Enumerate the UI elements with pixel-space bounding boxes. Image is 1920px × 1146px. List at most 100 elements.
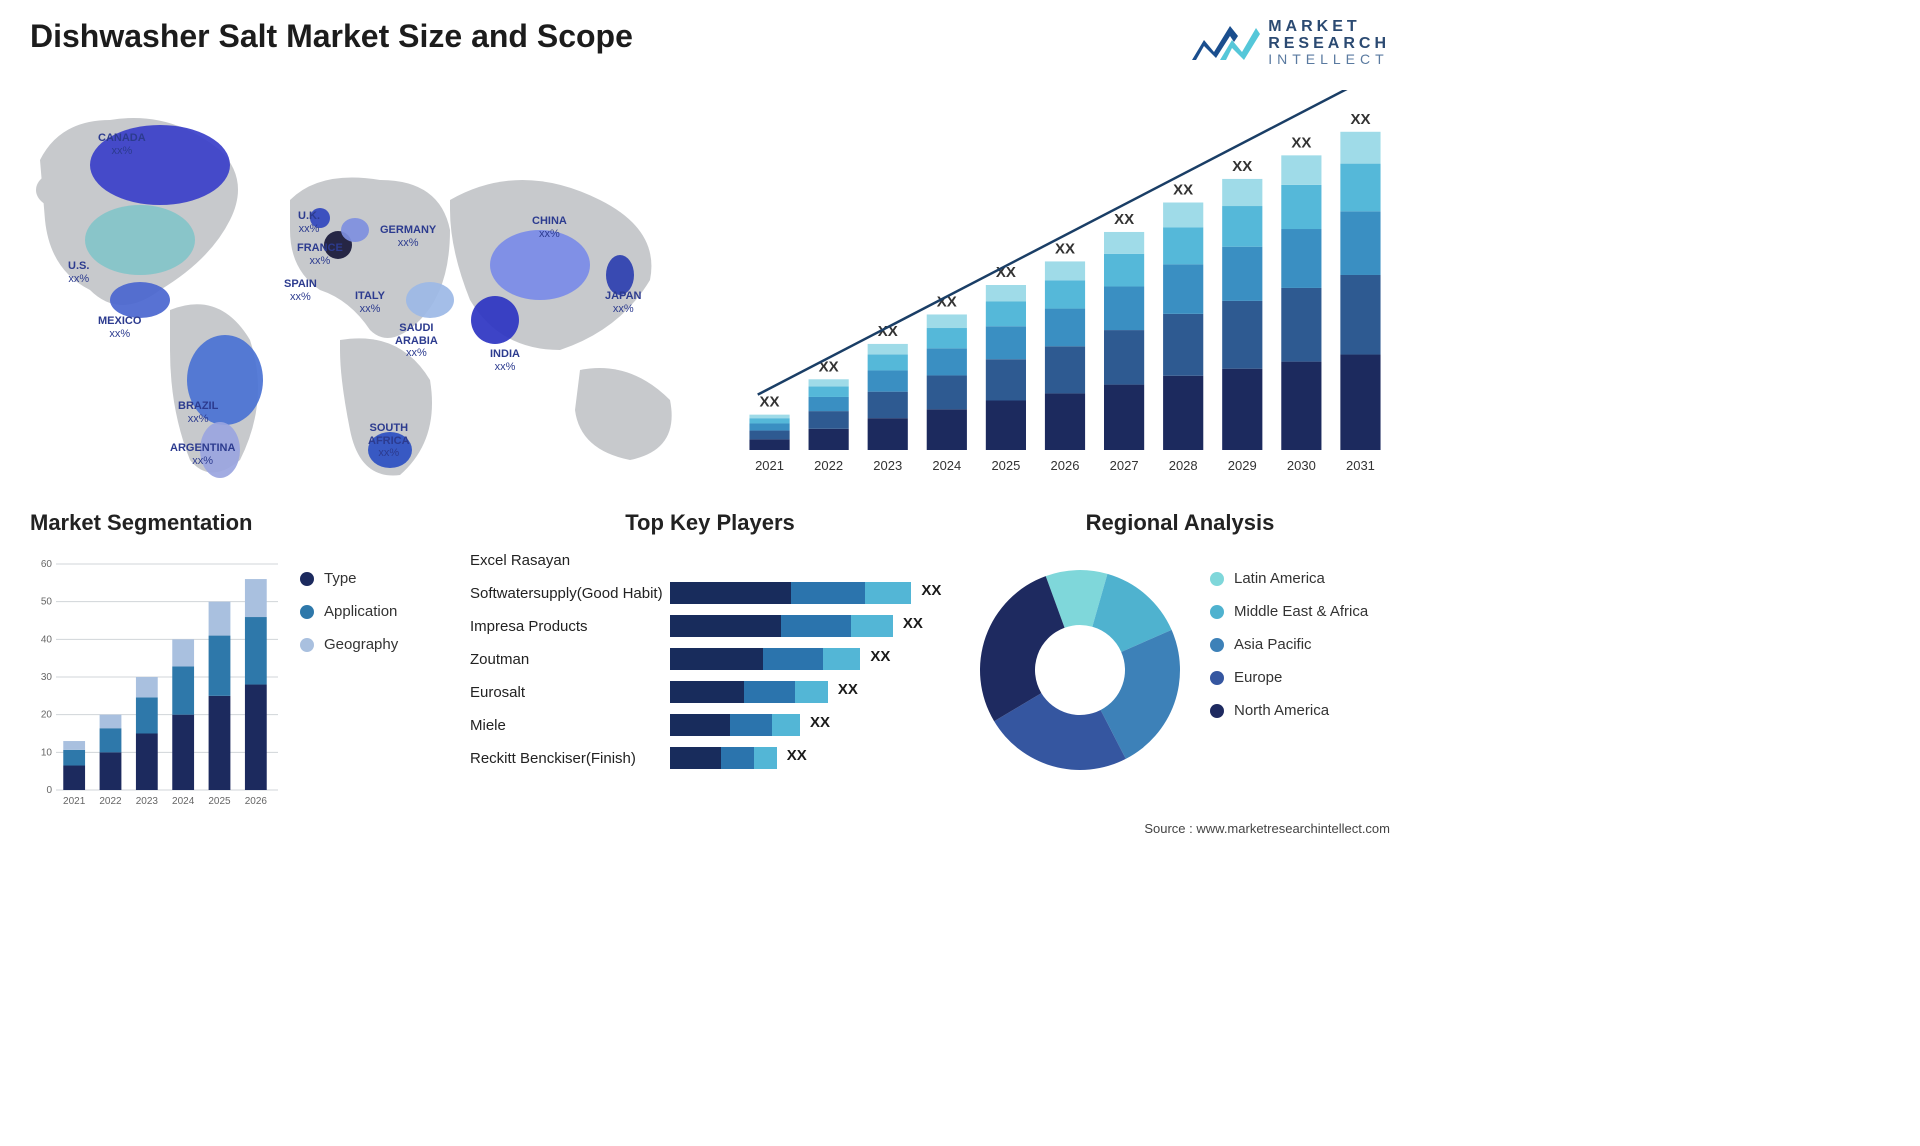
svg-text:2023: 2023 bbox=[136, 796, 159, 807]
legend-dot-icon bbox=[300, 638, 314, 652]
svg-text:2025: 2025 bbox=[208, 796, 231, 807]
svg-text:60: 60 bbox=[41, 559, 53, 570]
player-value: XX bbox=[870, 648, 890, 665]
growth-bar-chart: 2021XX2022XX2023XX2024XX2025XX2026XX2027… bbox=[740, 90, 1390, 490]
svg-text:2030: 2030 bbox=[1287, 458, 1316, 473]
svg-text:2022: 2022 bbox=[814, 458, 843, 473]
legend-dot-icon bbox=[1210, 638, 1224, 652]
market-segmentation: Market Segmentation 0 10 20 30 40 50 60 2021 202… bbox=[30, 510, 440, 820]
svg-text:2024: 2024 bbox=[172, 796, 195, 807]
map-label: SAUDIARABIAxx% bbox=[395, 322, 438, 360]
map-label: ARGENTINAxx% bbox=[170, 442, 235, 467]
logo-text-3: INTELLECT bbox=[1268, 52, 1390, 67]
svg-text:2029: 2029 bbox=[1228, 458, 1257, 473]
svg-text:XX: XX bbox=[1055, 240, 1075, 257]
svg-text:2026: 2026 bbox=[1051, 458, 1080, 473]
svg-text:2025: 2025 bbox=[991, 458, 1020, 473]
svg-text:2026: 2026 bbox=[245, 796, 268, 807]
regional-legend-item: Europe bbox=[1210, 669, 1368, 686]
player-row: Softwatersupply(Good Habit) XX bbox=[470, 577, 950, 609]
page-title: Dishwasher Salt Market Size and Scope bbox=[30, 18, 1390, 55]
player-row: Reckitt Benckiser(Finish) XX bbox=[470, 742, 950, 774]
legend-dot-icon bbox=[300, 605, 314, 619]
legend-label: North America bbox=[1234, 702, 1329, 719]
player-row: Excel Rasayan bbox=[470, 544, 950, 576]
player-bar: XX bbox=[670, 582, 950, 604]
segmentation-title: Market Segmentation bbox=[30, 510, 440, 536]
legend-label: Asia Pacific bbox=[1234, 636, 1312, 653]
map-label: ITALYxx% bbox=[355, 290, 385, 315]
segmentation-legend-item: Type bbox=[300, 570, 398, 587]
player-value: XX bbox=[787, 747, 807, 764]
player-name: Miele bbox=[470, 717, 670, 734]
map-label: INDIAxx% bbox=[490, 348, 520, 373]
map-label: JAPANxx% bbox=[605, 290, 641, 315]
player-value: XX bbox=[921, 582, 941, 599]
top-key-players: Top Key Players Excel RasayanSoftwatersu… bbox=[470, 510, 950, 820]
legend-dot-icon bbox=[1210, 671, 1224, 685]
legend-label: Application bbox=[324, 603, 397, 620]
player-name: Excel Rasayan bbox=[470, 552, 670, 569]
player-value: XX bbox=[810, 714, 830, 731]
map-label: MEXICOxx% bbox=[98, 315, 141, 340]
svg-text:2024: 2024 bbox=[932, 458, 961, 473]
svg-text:2022: 2022 bbox=[99, 796, 122, 807]
map-label: SPAINxx% bbox=[284, 278, 317, 303]
player-name: Eurosalt bbox=[470, 684, 670, 701]
svg-text:XX: XX bbox=[760, 394, 780, 411]
regional-legend-item: North America bbox=[1210, 702, 1368, 719]
logo-mark-icon bbox=[1190, 18, 1260, 68]
map-label: CANADAxx% bbox=[98, 132, 146, 157]
source-text: Source : www.marketresearchintellect.com bbox=[1144, 821, 1390, 836]
segmentation-legend-item: Geography bbox=[300, 636, 398, 653]
svg-text:0: 0 bbox=[46, 785, 52, 796]
map-label: U.K.xx% bbox=[298, 210, 320, 235]
world-map: CANADAxx% U.S.xx% MEXICOxx% BRAZILxx% ARGENT… bbox=[20, 90, 710, 490]
regional-legend-item: Latin America bbox=[1210, 570, 1368, 587]
svg-text:XX: XX bbox=[1291, 134, 1311, 151]
regional-analysis: Regional Analysis Latin America Middle Ea… bbox=[970, 510, 1390, 820]
logo-text-1: MARKET bbox=[1268, 19, 1390, 36]
map-label: FRANCExx% bbox=[297, 242, 343, 267]
svg-text:2023: 2023 bbox=[873, 458, 902, 473]
legend-label: Europe bbox=[1234, 669, 1282, 686]
svg-text:2021: 2021 bbox=[63, 796, 86, 807]
regional-title: Regional Analysis bbox=[970, 510, 1390, 536]
player-name: Softwatersupply(Good Habit) bbox=[470, 585, 670, 602]
player-bar: XX bbox=[670, 747, 950, 769]
map-label: SOUTHAFRICAxx% bbox=[368, 422, 410, 460]
segmentation-legend-item: Application bbox=[300, 603, 398, 620]
player-bar: XX bbox=[670, 648, 950, 670]
svg-text:30: 30 bbox=[41, 672, 53, 683]
svg-text:XX: XX bbox=[1173, 182, 1193, 199]
svg-text:2021: 2021 bbox=[755, 458, 784, 473]
svg-text:XX: XX bbox=[1350, 111, 1370, 128]
player-bar: XX bbox=[670, 615, 950, 637]
player-row: Miele XX bbox=[470, 709, 950, 741]
player-name: Impresa Products bbox=[470, 618, 670, 635]
svg-text:50: 50 bbox=[41, 597, 53, 608]
svg-text:2031: 2031 bbox=[1346, 458, 1375, 473]
legend-dot-icon bbox=[300, 572, 314, 586]
svg-text:20: 20 bbox=[41, 710, 53, 721]
player-value: XX bbox=[838, 681, 858, 698]
regional-legend-item: Asia Pacific bbox=[1210, 636, 1368, 653]
svg-text:XX: XX bbox=[1114, 211, 1134, 228]
player-row: Eurosalt XX bbox=[470, 676, 950, 708]
logo-text-2: RESEARCH bbox=[1268, 36, 1390, 53]
legend-label: Type bbox=[324, 570, 357, 587]
map-label: U.S.xx% bbox=[68, 260, 89, 285]
legend-dot-icon bbox=[1210, 704, 1224, 718]
svg-text:40: 40 bbox=[41, 634, 53, 645]
legend-dot-icon bbox=[1210, 605, 1224, 619]
svg-text:10: 10 bbox=[41, 747, 53, 758]
player-name: Reckitt Benckiser(Finish) bbox=[470, 750, 670, 767]
legend-label: Latin America bbox=[1234, 570, 1325, 587]
player-row: ZoutmanXX bbox=[470, 643, 950, 675]
map-label: BRAZILxx% bbox=[178, 400, 218, 425]
player-bar: XX bbox=[670, 681, 950, 703]
map-label: CHINAxx% bbox=[532, 215, 567, 240]
legend-label: Middle East & Africa bbox=[1234, 603, 1368, 620]
map-label: GERMANYxx% bbox=[380, 224, 436, 249]
player-bar bbox=[670, 549, 950, 571]
